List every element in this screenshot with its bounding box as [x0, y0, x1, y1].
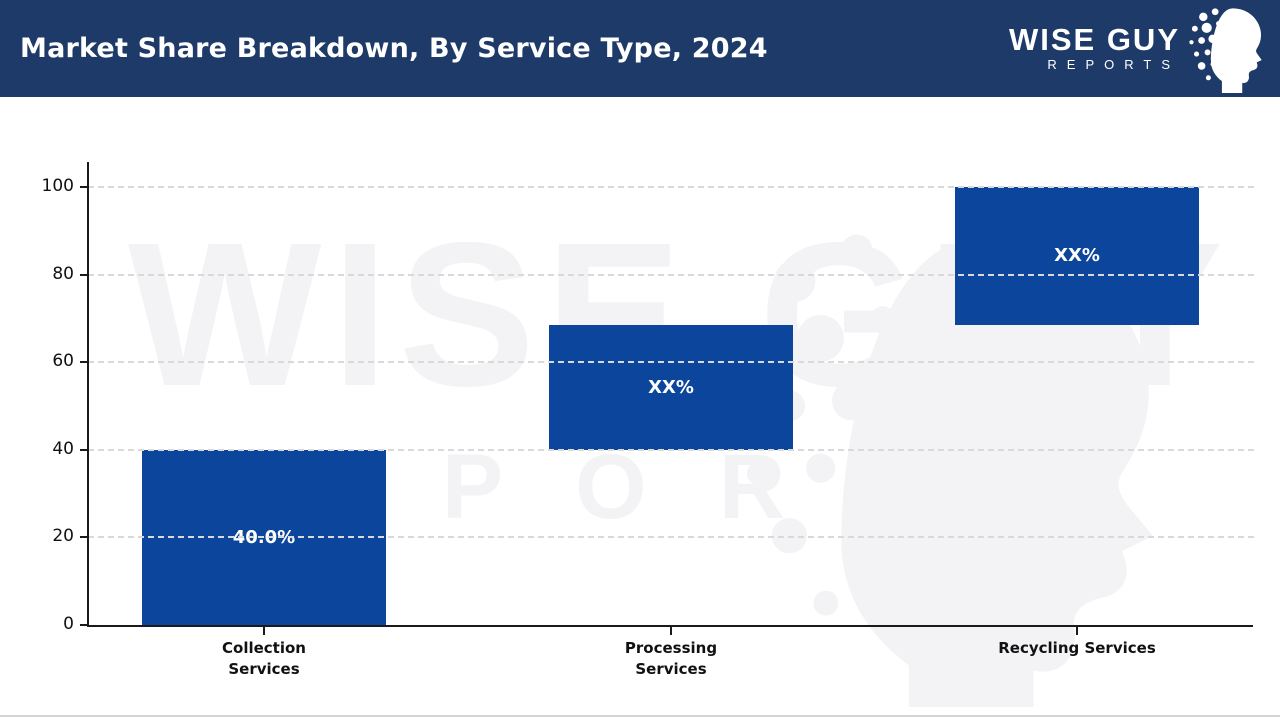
bar-value-label: XX% — [1054, 245, 1100, 267]
gridline — [88, 186, 1254, 188]
x-tick-mark — [1076, 627, 1078, 635]
x-axis-label: Collection Services — [222, 639, 306, 678]
y-axis-line — [87, 162, 89, 627]
y-tick-mark — [80, 186, 88, 188]
wiseguy-logo: WISE GUY REPORTS — [1009, 5, 1270, 93]
gridline — [88, 448, 1254, 451]
gridline — [88, 273, 1254, 276]
y-tick-label: 40 — [52, 438, 74, 459]
y-tick-mark — [80, 273, 88, 276]
chart-area: WISE GUY REPORTS 0 20 40 60 80 100 40.0% XX% XX%… — [0, 97, 1280, 720]
header-bar: Market Share Breakdown, By Service Type,… — [0, 0, 1280, 97]
logo-wordmark: WISE GUY — [1008, 22, 1180, 57]
x-tick-mark — [263, 627, 265, 635]
y-tick-mark — [80, 361, 88, 364]
y-tick-label: 60 — [52, 351, 74, 372]
y-tick-mark — [80, 624, 88, 626]
y-tick-label: 0 — [63, 614, 74, 634]
y-tick-label: 80 — [52, 263, 74, 284]
x-axis-label: Recycling Services — [998, 639, 1156, 657]
bottom-border — [0, 715, 1280, 717]
chart-title: Market Share Breakdown, By Service Type,… — [20, 33, 768, 64]
bar-value-label: XX% — [648, 376, 694, 398]
gridline — [88, 361, 1254, 364]
bar-segment: XX% — [549, 324, 793, 450]
logo-subtitle: REPORTS — [1047, 57, 1180, 72]
logo-text: WISE GUY REPORTS — [1009, 24, 1180, 73]
y-tick-label: 100 — [41, 176, 74, 196]
x-axis-line — [87, 625, 1253, 627]
y-tick-mark — [80, 448, 88, 451]
y-tick-label: 20 — [52, 526, 74, 547]
wiseguy-face-icon — [1189, 7, 1262, 93]
y-tick-mark — [80, 536, 88, 539]
bar-segment: XX% — [955, 187, 1199, 325]
gridline — [88, 536, 1254, 539]
x-axis-label: Processing Services — [624, 639, 718, 678]
x-tick-mark — [670, 627, 672, 635]
